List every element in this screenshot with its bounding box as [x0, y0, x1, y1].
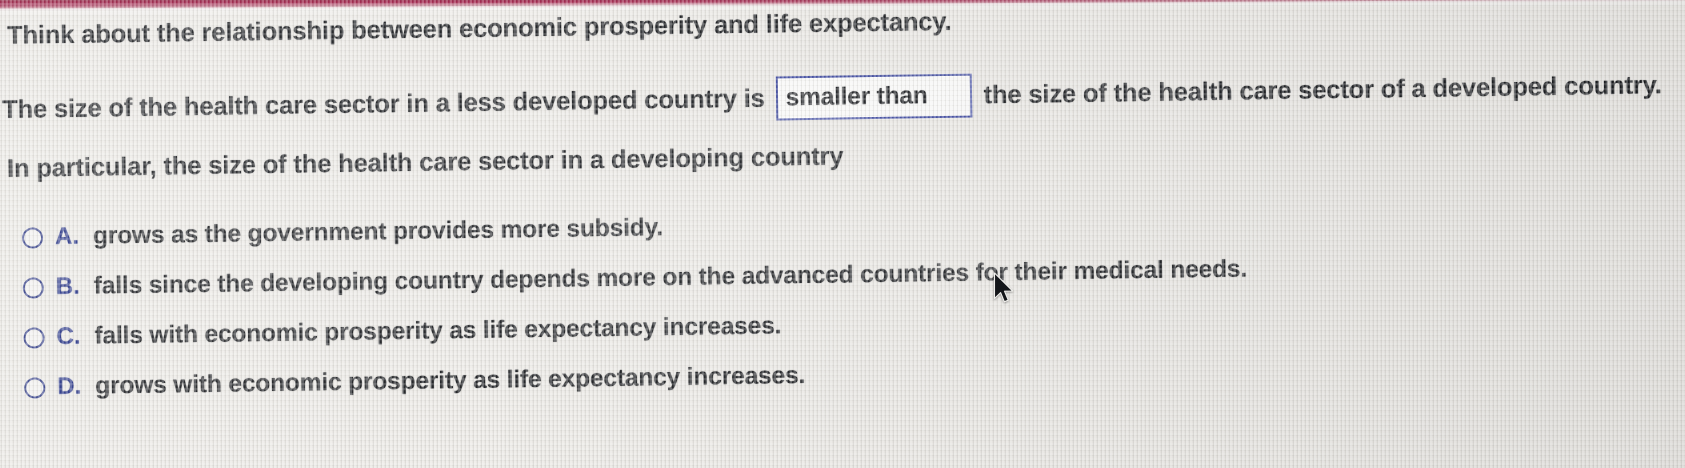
comparison-dropdown-value: smaller than — [785, 82, 928, 112]
option-b-label: falls since the developing country depen… — [93, 255, 1248, 300]
option-a-label: grows as the government provides more su… — [92, 214, 664, 250]
answer-options-list: A. grows as the government provides more… — [21, 195, 1249, 413]
option-c-label: falls with economic prosperity as life e… — [94, 312, 782, 350]
question-line-2: The size of the health care sector in a … — [2, 63, 1662, 132]
comparison-dropdown[interactable]: smaller than — [775, 73, 972, 121]
option-a-letter: A. — [54, 222, 80, 251]
option-d-letter: D. — [57, 372, 82, 401]
option-c-letter: C. — [56, 322, 81, 351]
option-b-letter: B. — [55, 272, 80, 301]
radio-button-unselected-icon[interactable] — [22, 276, 44, 299]
radio-button-unselected-icon[interactable] — [23, 326, 45, 349]
radio-button-unselected-icon[interactable] — [21, 226, 44, 249]
question-line-3: In particular, the size of the health ca… — [6, 142, 844, 183]
question-line-2-before: The size of the health care sector in a … — [1, 84, 765, 124]
option-d-label: grows with economic prosperity as life e… — [95, 362, 806, 400]
question-line-1: Think about the relationship between eco… — [6, 7, 952, 50]
mouse-pointer-arrow-icon — [993, 272, 1014, 303]
radio-button-unselected-icon[interactable] — [24, 376, 46, 399]
question-line-2-after: the size of the health care sector of a … — [983, 70, 1662, 109]
